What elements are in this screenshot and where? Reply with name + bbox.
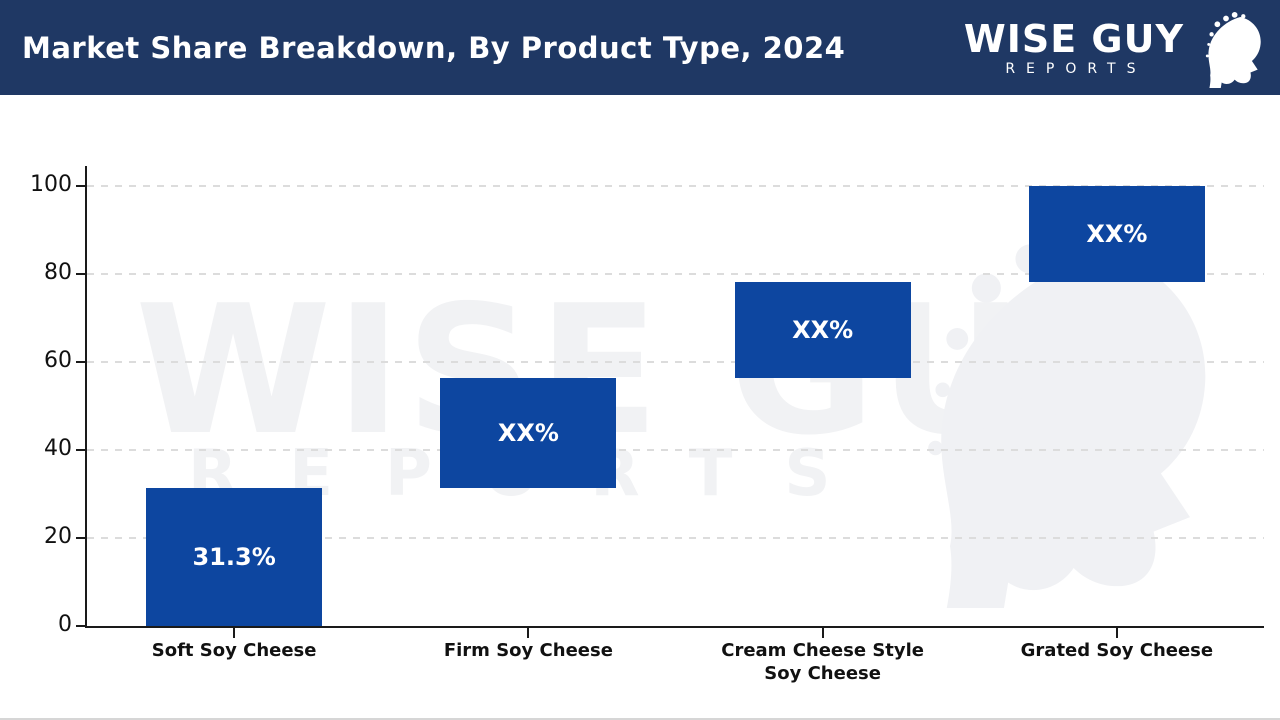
gridline-60 xyxy=(87,361,1264,363)
gridline-100 xyxy=(87,185,1264,187)
bottom-border xyxy=(0,718,1280,720)
y-tick-mark-80 xyxy=(76,273,85,275)
y-tick-label-20: 20 xyxy=(44,524,72,549)
x-category-label: Cream Cheese Style Soy Cheese xyxy=(721,640,925,684)
bar-value-label: XX% xyxy=(497,419,559,448)
y-tick-mark-100 xyxy=(76,185,85,187)
y-tick-label-40: 40 xyxy=(44,436,72,461)
y-tick-label-60: 60 xyxy=(44,348,72,373)
brand-name: WISE GUY xyxy=(963,17,1184,61)
x-tick-mark xyxy=(233,628,236,638)
header-bar: Market Share Breakdown, By Product Type,… xyxy=(0,0,1280,95)
bar-grated-soy-cheese: XX% xyxy=(1028,186,1205,282)
bar-soft-soy-cheese: 31.3% xyxy=(146,488,323,626)
y-tick-mark-40 xyxy=(76,449,85,451)
plot-area: 0 20 40 60 80 100 31.3% Soft Soy Cheese XX% Firm … xyxy=(30,166,1264,684)
y-tick-label-80: 80 xyxy=(44,260,72,285)
x-category-label: Soft Soy Cheese xyxy=(151,640,317,661)
x-tick-mark xyxy=(527,628,530,638)
bar-cream-cheese-style: XX% xyxy=(734,281,911,378)
bar-value-label: XX% xyxy=(1086,219,1148,248)
brand-head-icon xyxy=(1205,12,1261,88)
x-category-label: Grated Soy Cheese xyxy=(1020,640,1214,661)
x-tick-mark xyxy=(1115,628,1118,638)
y-tick-mark-0 xyxy=(76,625,85,627)
x-tick-mark xyxy=(821,628,824,638)
y-tick-mark-60 xyxy=(76,361,85,363)
gridline-40 xyxy=(87,449,1264,451)
brand-logo-text: WISE GUY REPORTS xyxy=(964,20,1184,76)
brand-logo: WISE GUY REPORTS xyxy=(964,6,1262,90)
bar-firm-soy-cheese: XX% xyxy=(440,377,617,489)
x-category-label: Firm Soy Cheese xyxy=(443,640,613,661)
page-title: Market Share Breakdown, By Product Type,… xyxy=(22,30,846,65)
bar-value-label: 31.3% xyxy=(192,543,276,572)
y-tick-label-0: 0 xyxy=(58,612,72,637)
gridline-20 xyxy=(87,537,1264,539)
gridline-80 xyxy=(87,273,1264,275)
brand-subname: REPORTS xyxy=(1005,61,1147,77)
bar-value-label: XX% xyxy=(792,315,854,344)
y-tick-label-100: 100 xyxy=(30,172,72,197)
y-tick-mark-20 xyxy=(76,537,85,539)
